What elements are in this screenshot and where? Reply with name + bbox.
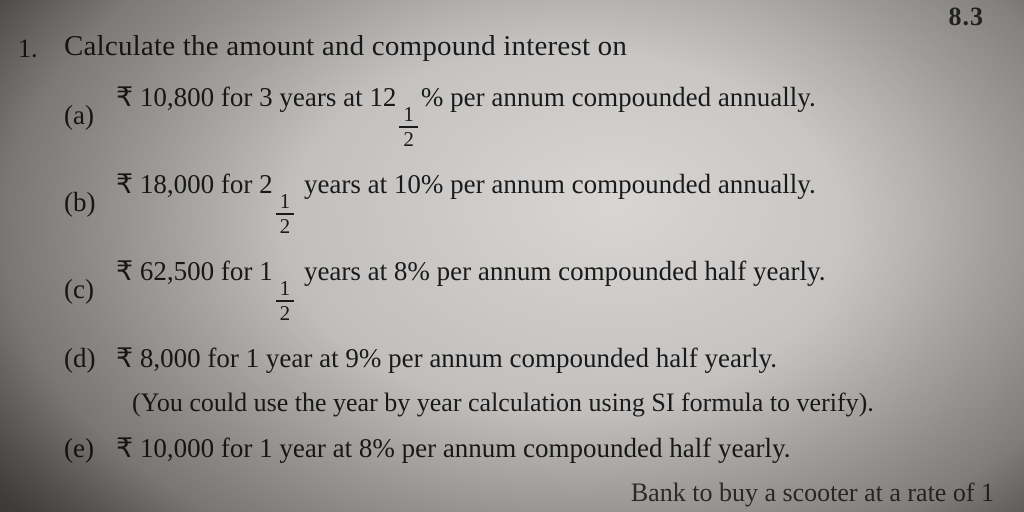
option-post: % per annum compounded annually. — [421, 82, 816, 112]
option-pre: ₹ 10,800 for 3 years at — [116, 82, 369, 112]
option-label: (d) — [64, 342, 116, 376]
fraction-numerator: 1 — [276, 191, 295, 215]
option-text: ₹ 10,800 for 3 years at 1212% per annum … — [116, 81, 994, 150]
option-e: (e) ₹ 10,000 for 1 year at 8% per annum … — [64, 432, 994, 466]
option-pre: ₹ 62,500 for — [116, 256, 259, 286]
fraction-denominator: 2 — [276, 302, 295, 324]
fraction-denominator: 2 — [276, 215, 295, 237]
option-label: (c) — [64, 273, 116, 307]
textbook-page: 8.3 1. Calculate the amount and compound… — [0, 0, 1024, 512]
mixed-fraction: 1212 — [369, 82, 421, 112]
option-d: (d) ₹ 8,000 for 1 year at 9% per annum c… — [64, 342, 994, 376]
mixed-fraction: 112 — [259, 256, 297, 286]
option-b: (b) ₹ 18,000 for 212 years at 10% per an… — [64, 168, 994, 237]
option-post: years at 10% per annum compounded annual… — [297, 169, 816, 199]
option-c: (c) ₹ 62,500 for 112 years at 8% per ann… — [64, 255, 994, 324]
fraction: 12 — [276, 278, 295, 324]
fraction-numerator: 1 — [399, 104, 418, 128]
option-text: ₹ 10,000 for 1 year at 8% per annum comp… — [116, 432, 994, 466]
option-text: ₹ 62,500 for 112 years at 8% per annum c… — [116, 255, 994, 324]
option-label: (a) — [64, 99, 116, 133]
fraction-whole: 1 — [259, 256, 273, 286]
question-number: 1. — [18, 34, 38, 64]
option-a: (a) ₹ 10,800 for 3 years at 1212% per an… — [64, 81, 994, 150]
fraction: 12 — [276, 191, 295, 237]
page-bottom-fragment: Bank to buy a scooter at a rate of 1 — [0, 478, 1024, 508]
option-text: ₹ 8,000 for 1 year at 9% per annum compo… — [116, 342, 994, 376]
bottom-right-fragment: Bank to buy a scooter at a rate of 1 — [631, 478, 994, 508]
fraction-whole: 2 — [259, 169, 273, 199]
fraction-denominator: 2 — [399, 128, 418, 150]
question-stem: Calculate the amount and compound intere… — [64, 30, 994, 63]
option-pre: ₹ 18,000 for — [116, 169, 259, 199]
fraction-numerator: 1 — [276, 278, 295, 302]
option-label: (e) — [64, 432, 116, 466]
mixed-fraction: 212 — [259, 169, 297, 199]
option-text: ₹ 18,000 for 212 years at 10% per annum … — [116, 168, 994, 237]
option-d-note: (You could use the year by year calculat… — [132, 388, 994, 418]
fraction-whole: 12 — [369, 82, 396, 112]
fraction: 12 — [399, 104, 418, 150]
page-top-fragment: 8.3 — [949, 2, 985, 32]
options-list: (a) ₹ 10,800 for 3 years at 1212% per an… — [64, 81, 994, 465]
option-post: years at 8% per annum compounded half ye… — [297, 256, 825, 286]
option-label: (b) — [64, 186, 116, 220]
